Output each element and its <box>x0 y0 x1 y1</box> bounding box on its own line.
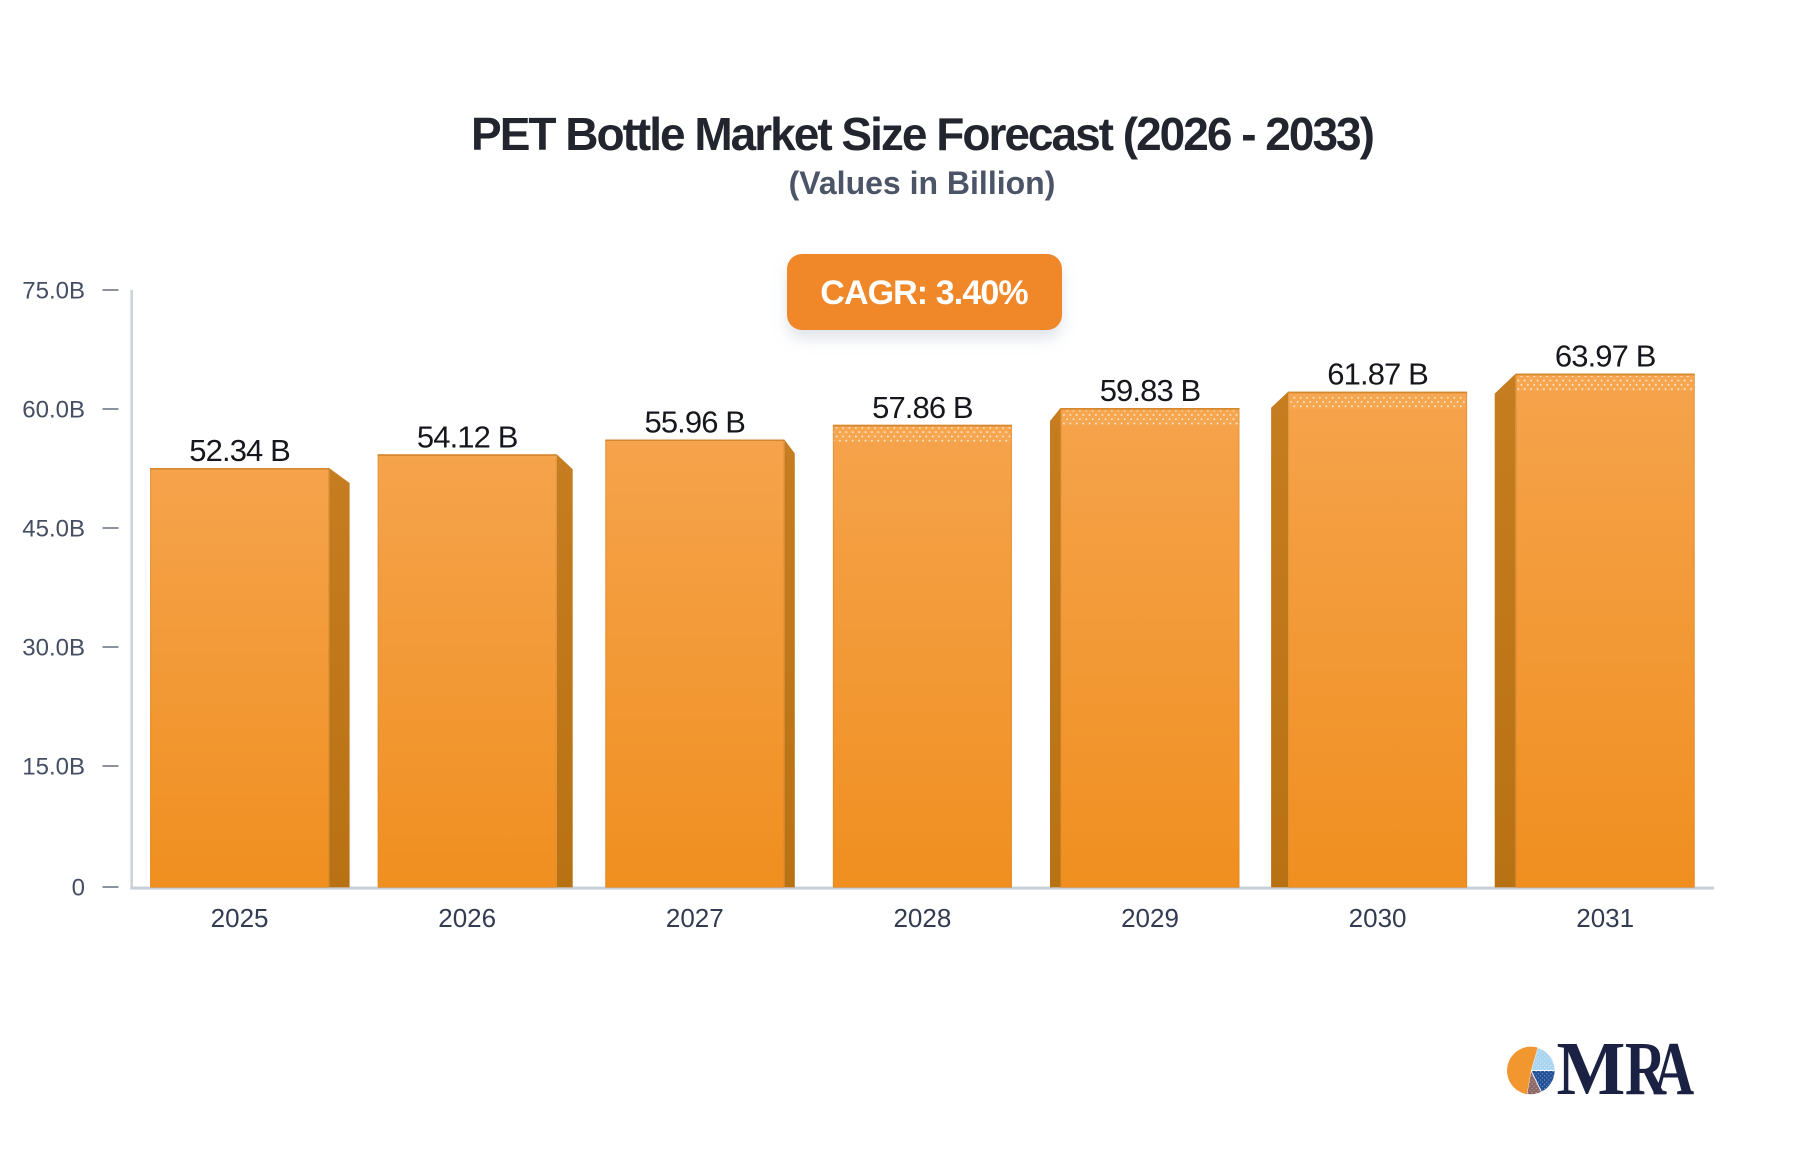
svg-text:54.12 B: 54.12 B <box>417 419 518 454</box>
svg-text:52.34 B: 52.34 B <box>189 433 290 468</box>
svg-text:2028: 2028 <box>893 903 951 933</box>
svg-text:2030: 2030 <box>1349 903 1407 933</box>
svg-text:2027: 2027 <box>666 903 724 933</box>
svg-text:15.0B: 15.0B <box>22 754 85 781</box>
svg-text:0: 0 <box>72 875 85 902</box>
svg-text:M: M <box>1557 1028 1626 1112</box>
svg-text:A: A <box>1653 1026 1694 1111</box>
svg-text:30.0B: 30.0B <box>22 635 85 662</box>
svg-text:2025: 2025 <box>211 903 269 933</box>
svg-text:57.86 B: 57.86 B <box>872 390 973 425</box>
svg-text:2026: 2026 <box>438 903 496 933</box>
svg-text:61.87 B: 61.87 B <box>1327 357 1428 392</box>
svg-text:CAGR: 3.40%: CAGR: 3.40% <box>820 274 1028 312</box>
svg-text:63.97 B: 63.97 B <box>1555 339 1656 374</box>
svg-text:2031: 2031 <box>1576 903 1634 933</box>
svg-text:55.96 B: 55.96 B <box>645 405 746 440</box>
svg-text:(Values in Billion): (Values in Billion) <box>789 165 1056 201</box>
svg-text:2029: 2029 <box>1121 903 1179 933</box>
svg-text:45.0B: 45.0B <box>22 516 85 543</box>
svg-text:75.0B: 75.0B <box>22 278 85 305</box>
svg-text:PET Bottle Market Size Forecas: PET Bottle Market Size Forecast (2026 - … <box>471 108 1374 160</box>
svg-text:59.83 B: 59.83 B <box>1100 373 1201 408</box>
svg-text:60.0B: 60.0B <box>22 397 85 424</box>
svg-text:R: R <box>1625 1026 1667 1111</box>
